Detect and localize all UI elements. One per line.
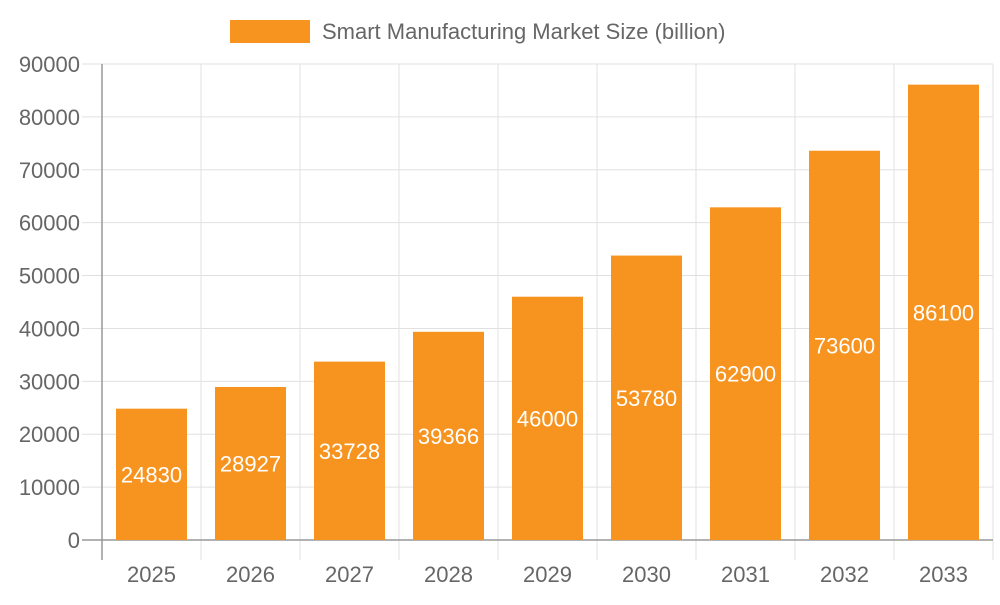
y-tick-label: 40000 <box>19 316 80 341</box>
data-label-2033: 86100 <box>913 300 974 325</box>
legend-label: Smart Manufacturing Market Size (billion… <box>322 19 725 44</box>
x-tick-label: 2032 <box>820 562 869 587</box>
bar-2030 <box>611 255 682 541</box>
x-tick-label: 2030 <box>622 562 671 587</box>
x-tick-label: 2026 <box>226 562 275 587</box>
data-labels: 24830 28927 33728 39366 46000 53780 62900 73600… <box>121 300 974 487</box>
y-tick-label: 90000 <box>19 52 80 77</box>
data-label-2028: 39366 <box>418 424 479 449</box>
data-label-2032: 73600 <box>814 333 875 358</box>
y-tick-label: 50000 <box>19 264 80 289</box>
bars <box>116 84 979 541</box>
x-tick-label: 2025 <box>127 562 176 587</box>
y-tick-label: 80000 <box>19 105 80 130</box>
x-tick-label: 2029 <box>523 562 572 587</box>
data-label-2025: 24830 <box>121 462 182 487</box>
bar-2028 <box>413 331 484 540</box>
x-tick-label: 2028 <box>424 562 473 587</box>
data-label-2027: 33728 <box>319 439 380 464</box>
data-label-2026: 28927 <box>220 452 281 477</box>
data-label-2029: 46000 <box>517 406 578 431</box>
bar-2026 <box>215 387 286 540</box>
bar-2033 <box>908 84 979 541</box>
x-tick-label: 2033 <box>919 562 968 587</box>
x-tick-label: 2031 <box>721 562 770 587</box>
y-tick-label: 30000 <box>19 369 80 394</box>
bar-2029 <box>512 296 583 540</box>
y-tick-label: 20000 <box>19 422 80 447</box>
y-tick-label: 60000 <box>19 211 80 236</box>
bar-2025 <box>116 408 187 540</box>
bar-2032 <box>809 150 880 540</box>
data-label-2030: 53780 <box>616 386 677 411</box>
data-label-2031: 62900 <box>715 362 776 387</box>
y-tick-label: 70000 <box>19 158 80 183</box>
y-tick-label: 10000 <box>19 475 80 500</box>
legend: Smart Manufacturing Market Size (billion… <box>230 19 725 44</box>
bar-2027 <box>314 361 385 540</box>
y-tick-label: 0 <box>68 528 80 553</box>
x-axis-ticks: 2025 2026 2027 2028 2029 2030 2031 2032 2033 <box>127 562 968 587</box>
bar-2031 <box>710 207 781 540</box>
legend-swatch <box>230 20 310 43</box>
x-tick-label: 2027 <box>325 562 374 587</box>
y-axis-ticks: 0 10000 20000 30000 40000 50000 60000 70000 8000… <box>19 52 80 553</box>
